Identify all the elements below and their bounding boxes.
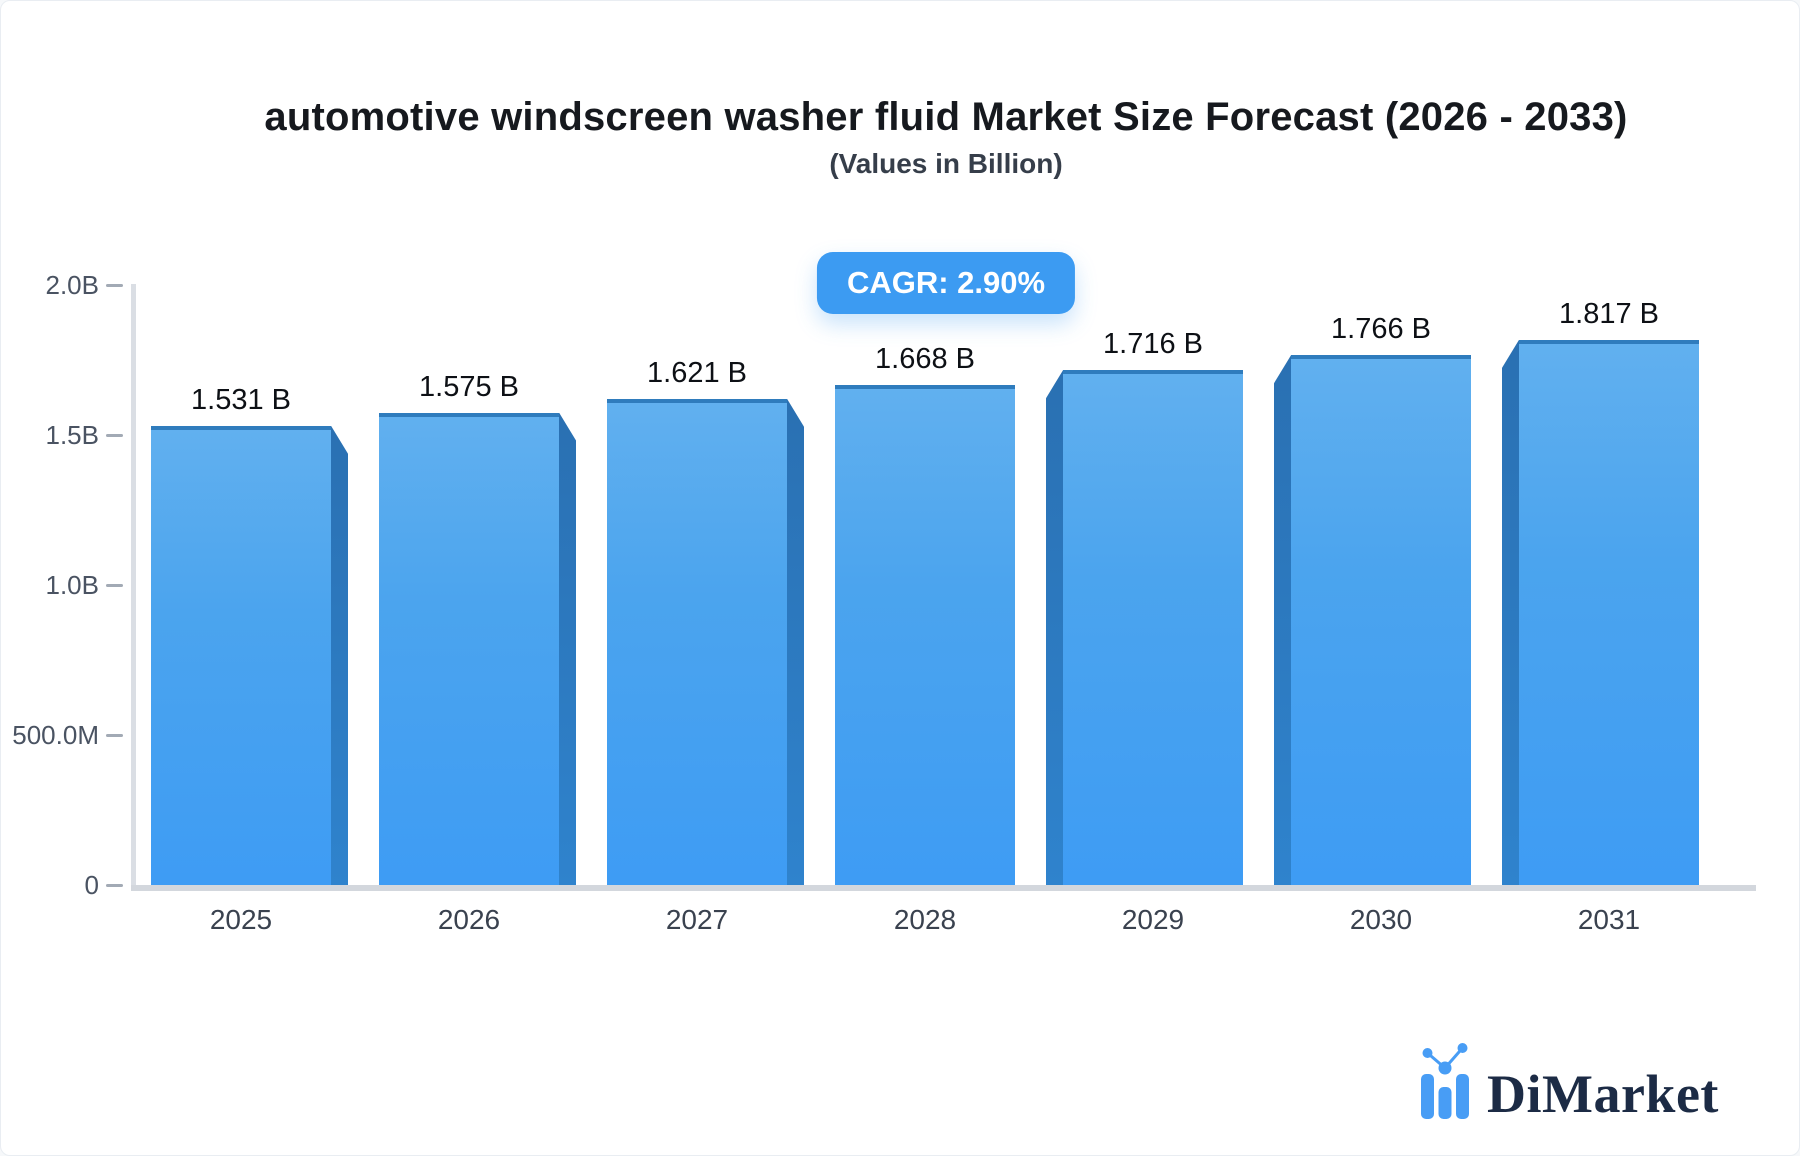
bar[interactable] — [1063, 370, 1243, 885]
x-axis-tick-label: 2027 — [665, 904, 729, 935]
bar-column: 1.575 B — [379, 371, 576, 885]
y-axis-tick-label: 1.5B — [45, 420, 100, 450]
y-axis-tick-label: 500.0M — [12, 720, 99, 750]
x-axis-tick-label: 2028 — [893, 904, 957, 935]
bar-value-label: 1.575 B — [419, 370, 519, 403]
bar-value-label: 1.817 B — [1559, 297, 1659, 330]
bar-column: 1.668 B — [835, 343, 1015, 885]
y-axis-tick-mark — [106, 584, 123, 587]
bar-column: 1.817 B — [1502, 298, 1699, 885]
chart-subtitle: (Values in Billion) — [829, 148, 1063, 179]
bar[interactable] — [379, 412, 559, 885]
y-axis-tick-mark — [106, 284, 123, 287]
bar-column: 1.716 B — [1046, 328, 1243, 885]
bar-3d-side — [1274, 355, 1291, 885]
x-axis-tick-label: 2025 — [209, 904, 273, 935]
y-axis-tick-mark — [106, 434, 123, 437]
bar-column: 1.531 B — [151, 384, 348, 885]
bar[interactable] — [835, 384, 1015, 885]
y-axis-tick-label: 0 — [84, 870, 99, 900]
y-axis-tick-label: 2.0B — [45, 270, 100, 300]
bar-value-label: 1.766 B — [1331, 313, 1431, 346]
bar-value-label: 1.716 B — [1103, 328, 1203, 361]
x-axis-tick-label: 2026 — [437, 904, 501, 935]
chart-title: automotive windscreen washer fluid Marke… — [264, 95, 1628, 139]
bar[interactable] — [607, 398, 787, 885]
bar[interactable] — [1291, 355, 1471, 885]
mini-bar-chart-trend-icon — [1421, 1043, 1469, 1119]
x-axis-tick-label: 2030 — [1349, 904, 1413, 935]
x-axis-tick-label: 2029 — [1121, 904, 1185, 935]
bar-value-label: 1.668 B — [875, 342, 975, 375]
x-axis-tick-label: 2031 — [1577, 904, 1641, 935]
bar-3d-side — [559, 412, 576, 885]
bar-3d-side — [1046, 370, 1063, 885]
bar-value-label: 1.621 B — [647, 356, 747, 389]
bar-3d-side — [1502, 339, 1519, 885]
bar-value-label: 1.531 B — [191, 383, 291, 416]
dimarket-logo: DiMarket — [1417, 1043, 1719, 1121]
y-axis-tick-mark — [106, 734, 123, 737]
bar[interactable] — [1519, 339, 1699, 885]
cagr-badge: CAGR: 2.90% — [816, 252, 1076, 314]
bar-3d-side — [331, 425, 348, 885]
y-axis-line — [131, 284, 136, 891]
logo-text: DiMarket — [1487, 1064, 1719, 1124]
y-axis-tick-mark — [106, 884, 123, 887]
bar[interactable] — [151, 425, 331, 885]
x-axis-baseline — [131, 885, 1756, 891]
y-axis-tick-label: 1.0B — [45, 570, 100, 600]
bar-column: 1.766 B — [1274, 313, 1471, 885]
bar-3d-side — [787, 398, 804, 885]
bar-column: 1.621 B — [607, 357, 804, 885]
